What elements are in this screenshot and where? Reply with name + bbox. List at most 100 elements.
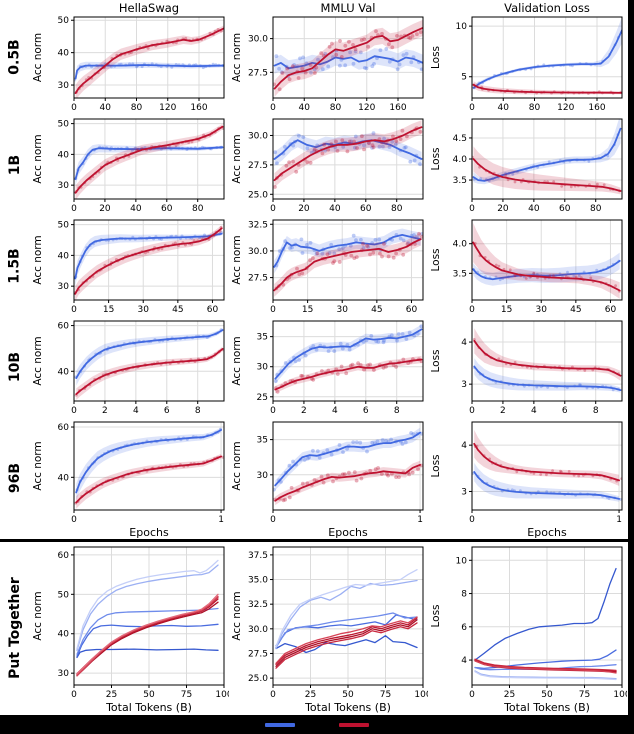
- svg-text:Acc norm: Acc norm: [231, 235, 243, 284]
- svg-text:5: 5: [461, 73, 467, 83]
- svg-text:60: 60: [559, 204, 571, 214]
- chart-10B-mmlu-val: 0 2 4 6 8 25 30 35 Acc norm: [229, 316, 428, 417]
- legend-red-swatch: [339, 722, 369, 727]
- svg-text:1: 1: [218, 515, 224, 525]
- svg-text:32.5: 32.5: [248, 600, 268, 610]
- svg-text:MMLU Val: MMLU Val: [321, 1, 376, 15]
- svg-text:4: 4: [461, 338, 467, 348]
- svg-text:10: 10: [456, 556, 468, 566]
- row-label-96B: 96B: [7, 462, 23, 494]
- svg-text:15: 15: [302, 305, 313, 315]
- svg-text:0: 0: [71, 690, 77, 700]
- svg-text:40: 40: [58, 150, 70, 160]
- svg-text:20: 20: [298, 204, 310, 214]
- row-1.5B: 1.5B 0 15 30 45 60 30 40 50 Acc norm 0 15 30 45 60 27…: [0, 215, 634, 316]
- chart-put-together-hellaswag: 0 25 50 75 100 30 40 50 60 Acc norm Total Tokens (…: [30, 542, 229, 714]
- svg-text:1: 1: [417, 515, 423, 525]
- row-label-1B: 1B: [6, 154, 23, 175]
- svg-text:4: 4: [461, 656, 467, 666]
- svg-text:30.0: 30.0: [248, 131, 268, 141]
- svg-text:4.5: 4.5: [453, 134, 467, 144]
- svg-text:60: 60: [605, 305, 617, 315]
- svg-text:Acc norm: Acc norm: [32, 336, 44, 385]
- svg-text:Epochs: Epochs: [328, 526, 368, 539]
- svg-text:10: 10: [456, 22, 468, 32]
- svg-text:20: 20: [497, 204, 509, 214]
- svg-text:35.0: 35.0: [248, 576, 268, 586]
- chart-1B-validation-loss: 0 20 40 60 80 3.5 4.0 4.5 Loss: [428, 114, 627, 215]
- svg-text:Total Tokens (B): Total Tokens (B): [105, 701, 192, 714]
- svg-text:30: 30: [58, 669, 70, 679]
- svg-text:Loss: Loss: [430, 349, 442, 372]
- legend-blue-swatch: [265, 722, 295, 727]
- svg-text:0: 0: [270, 204, 276, 214]
- svg-text:40: 40: [58, 251, 70, 261]
- svg-text:40: 40: [58, 473, 70, 483]
- svg-text:Acc norm: Acc norm: [231, 134, 243, 183]
- svg-text:160: 160: [389, 103, 406, 113]
- svg-text:40: 40: [498, 103, 510, 113]
- svg-text:6: 6: [461, 623, 467, 633]
- svg-text:120: 120: [159, 103, 176, 113]
- svg-text:30: 30: [58, 81, 70, 91]
- svg-text:Loss: Loss: [430, 248, 442, 271]
- svg-text:4: 4: [531, 406, 537, 416]
- right-black-strip: [628, 0, 634, 715]
- svg-text:Acc norm: Acc norm: [32, 235, 44, 284]
- svg-text:0: 0: [469, 406, 475, 416]
- svg-text:Acc norm: Acc norm: [32, 591, 44, 640]
- svg-text:0: 0: [270, 690, 276, 700]
- svg-text:0: 0: [469, 515, 475, 525]
- svg-text:27.5: 27.5: [248, 649, 268, 659]
- svg-text:45: 45: [570, 305, 581, 315]
- svg-text:35: 35: [257, 333, 268, 343]
- svg-text:0: 0: [469, 690, 475, 700]
- svg-text:30: 30: [58, 181, 70, 191]
- svg-text:80: 80: [391, 204, 403, 214]
- svg-text:2: 2: [301, 406, 307, 416]
- svg-text:160: 160: [190, 103, 207, 113]
- row-put-together: Put Together 025507510030405060Acc normT…: [0, 542, 634, 714]
- svg-text:100: 100: [613, 690, 627, 700]
- svg-text:8: 8: [461, 590, 467, 600]
- svg-text:25.0: 25.0: [248, 190, 268, 200]
- svg-text:80: 80: [590, 204, 602, 214]
- svg-text:100: 100: [414, 690, 428, 700]
- svg-text:4: 4: [332, 406, 338, 416]
- svg-text:6: 6: [562, 406, 568, 416]
- svg-text:80: 80: [330, 103, 342, 113]
- svg-text:50: 50: [58, 120, 70, 130]
- row-label-1.5B: 1.5B: [7, 247, 24, 284]
- svg-text:6: 6: [363, 406, 369, 416]
- svg-text:40: 40: [299, 103, 311, 113]
- svg-text:60: 60: [161, 204, 173, 214]
- svg-text:Acc norm: Acc norm: [32, 33, 44, 82]
- svg-text:Acc norm: Acc norm: [32, 441, 44, 490]
- svg-text:30: 30: [257, 363, 269, 373]
- svg-text:60: 60: [58, 551, 70, 561]
- svg-text:27.5: 27.5: [248, 68, 268, 78]
- svg-text:Loss: Loss: [430, 454, 442, 477]
- svg-text:0: 0: [469, 305, 475, 315]
- svg-text:0: 0: [270, 515, 276, 525]
- svg-text:75: 75: [181, 690, 192, 700]
- svg-text:Acc norm: Acc norm: [32, 134, 44, 183]
- svg-text:20: 20: [99, 204, 111, 214]
- chart-0.5B-mmlu-val: 0 40 80 120 160 27.5 30.0 MMLU Val Acc norm: [229, 0, 428, 114]
- svg-text:Acc norm: Acc norm: [231, 441, 243, 490]
- svg-text:40: 40: [100, 103, 112, 113]
- svg-text:0: 0: [270, 406, 276, 416]
- chart-96B-mmlu-val: 0 1 30 35 Acc norm Epochs: [229, 417, 428, 539]
- svg-text:0: 0: [71, 515, 77, 525]
- svg-text:40: 40: [58, 630, 70, 640]
- svg-text:30.0: 30.0: [248, 247, 268, 257]
- svg-text:45: 45: [371, 305, 382, 315]
- chart-96B-hellaswag: 0 1 40 60 Acc norm Epochs: [30, 417, 229, 539]
- chart-0.5B-validation-loss: 0 40 80 120 160 5 10 Validation Loss Loss: [428, 0, 627, 114]
- svg-text:0: 0: [71, 406, 77, 416]
- svg-text:50: 50: [541, 690, 553, 700]
- svg-text:8: 8: [593, 406, 599, 416]
- row-1B: 1B 0 20 40 60 80 30 40 50 Acc norm 0 20 40 60 80 25.0…: [0, 114, 634, 215]
- row-label-10B: 10B: [7, 351, 23, 382]
- svg-text:75: 75: [380, 690, 391, 700]
